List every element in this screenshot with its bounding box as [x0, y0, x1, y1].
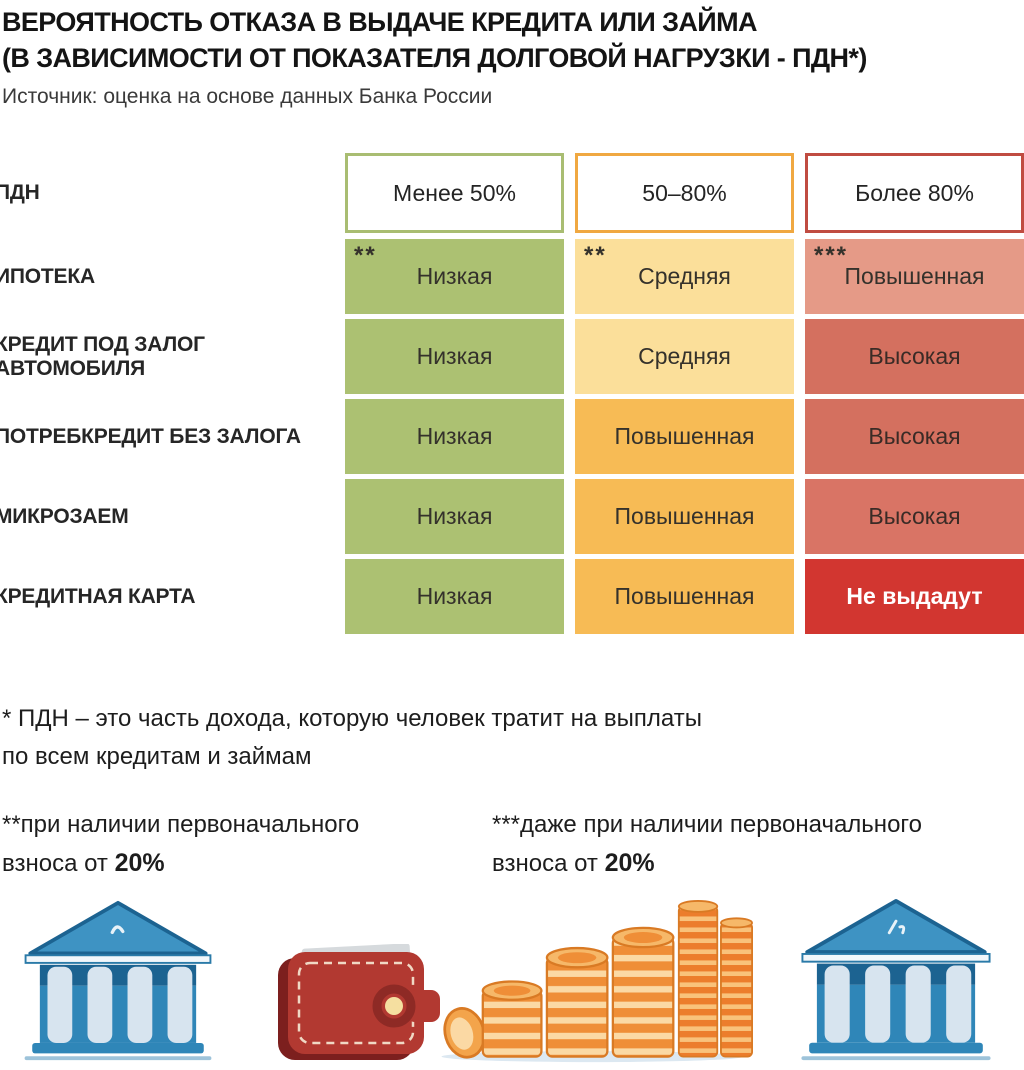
cell-value: Низкая — [416, 263, 493, 289]
footnote-downpayment: **при наличии первоначального взноса от … — [2, 806, 492, 883]
footnotes-row: **при наличии первоначального взноса от … — [2, 806, 1016, 883]
footnote-downpayment-even-prefix: взноса от — [492, 850, 605, 877]
table-cell: Низкая — [345, 479, 564, 554]
footnote-downpayment-even-line2: взноса от 20% — [492, 844, 1016, 883]
header: ВЕРОЯТНОСТЬ ОТКАЗА В ВЫДАЧЕ КРЕДИТА ИЛИ … — [2, 4, 867, 109]
table-cell: *** Повышенная — [805, 239, 1024, 314]
cell-value: Высокая — [868, 503, 961, 529]
footnote-downpayment-line1: **при наличии первоначального — [2, 811, 360, 838]
wallet-icon — [266, 944, 446, 1064]
table-cell: Низкая — [345, 399, 564, 474]
cell-value: Средняя — [638, 343, 731, 369]
table-cell: Повышенная — [575, 479, 794, 554]
table-cell: Средняя — [575, 319, 794, 394]
table-cell: Низкая — [345, 319, 564, 394]
cell-value: Низкая — [416, 583, 493, 609]
coins-icon — [437, 893, 753, 1070]
row-cells: Низкая Повышенная Высокая — [345, 479, 1024, 554]
cell-value: Средняя — [638, 263, 731, 289]
table-cell: Низкая — [345, 559, 564, 634]
pdn-table: ПДН Менее 50% 50–80% Более 80% ИПОТЕКА *… — [0, 153, 1024, 639]
cell-value: Низкая — [416, 423, 493, 449]
row-cells: Низкая Средняя Высокая — [345, 319, 1024, 394]
col-header-high: Более 80% — [805, 153, 1024, 233]
row-label: КРЕДИТНАЯ КАРТА — [0, 584, 196, 608]
table-cell: ** Низкая — [345, 239, 564, 314]
cell-note: ** — [584, 242, 607, 269]
footnote-downpayment-prefix: взноса от — [2, 850, 115, 877]
cell-note: ** — [354, 242, 377, 269]
cell-value: Высокая — [868, 343, 961, 369]
footnote-pdn-definition: * ПДН – это часть дохода, которую челове… — [2, 700, 702, 776]
row-label: МИКРОЗАЕМ — [0, 504, 129, 528]
table-cell: Не выдадут — [805, 559, 1024, 634]
footnote-downpayment-even: ***даже при наличии первоначального взно… — [492, 806, 1016, 883]
row-cells: Низкая Повышенная Высокая — [345, 399, 1024, 474]
table-header-row: ПДН Менее 50% 50–80% Более 80% — [0, 153, 1024, 233]
table-corner-label: ПДН — [0, 181, 40, 204]
table-row: КРЕДИТНАЯ КАРТА Низкая Повышенная Не выд… — [0, 559, 1024, 634]
row-label: КРЕДИТ ПОД ЗАЛОГ АВТОМОБИЛЯ — [0, 332, 205, 380]
cell-value: Низкая — [416, 503, 493, 529]
col-header-low: Менее 50% — [345, 153, 564, 233]
row-label: ИПОТЕКА — [0, 264, 95, 288]
table-row: ПОТРЕБКРЕДИТ БЕЗ ЗАЛОГА Низкая Повышенна… — [0, 399, 1024, 474]
footnote-pdn-line1: * ПДН – это часть дохода, которую челове… — [2, 705, 702, 732]
page-title-line1: ВЕРОЯТНОСТЬ ОТКАЗА В ВЫДАЧЕ КРЕДИТА ИЛИ … — [2, 7, 758, 37]
row-label: ПОТРЕБКРЕДИТ БЕЗ ЗАЛОГА — [0, 424, 301, 448]
footnote-downpayment-line2: взноса от 20% — [2, 844, 492, 883]
table-row: ИПОТЕКА ** Низкая ** Средняя *** Повышен… — [0, 239, 1024, 314]
row-cells: Низкая Повышенная Не выдадут — [345, 559, 1024, 634]
table-cell: ** Средняя — [575, 239, 794, 314]
footnote-downpayment-bold: 20% — [114, 849, 165, 877]
table-cell: Повышенная — [575, 399, 794, 474]
cell-value: Повышенная — [614, 583, 755, 609]
table-cell: Высокая — [805, 399, 1024, 474]
table-cell: Повышенная — [575, 559, 794, 634]
page-title: ВЕРОЯТНОСТЬ ОТКАЗА В ВЫДАЧЕ КРЕДИТА ИЛИ … — [2, 4, 867, 76]
footnote-downpayment-even-line1: ***даже при наличии первоначального — [492, 811, 922, 838]
row-cells: ** Низкая ** Средняя *** Повышенная — [345, 239, 1024, 314]
header-cells: Менее 50% 50–80% Более 80% — [345, 153, 1024, 233]
cell-value: Повышенная — [614, 423, 755, 449]
cell-value: Повышенная — [614, 503, 755, 529]
cell-value: Повышенная — [844, 263, 985, 289]
table-row: МИКРОЗАЕМ Низкая Повышенная Высокая — [0, 479, 1024, 554]
bank-icon — [22, 900, 214, 1062]
cell-note: *** — [814, 242, 849, 269]
cell-value: Низкая — [416, 343, 493, 369]
source-caption: Источник: оценка на основе данных Банка … — [2, 85, 493, 108]
pdn-table-rows: ИПОТЕКА ** Низкая ** Средняя *** Повышен… — [0, 239, 1024, 634]
footnote-downpayment-even-bold: 20% — [604, 849, 655, 877]
footnote-pdn-line2: по всем кредитам и займам — [2, 743, 312, 770]
bank-icon — [798, 898, 994, 1062]
table-cell: Высокая — [805, 319, 1024, 394]
table-cell: Высокая — [805, 479, 1024, 554]
cell-value: Высокая — [868, 423, 961, 449]
table-row: КРЕДИТ ПОД ЗАЛОГ АВТОМОБИЛЯ Низкая Средн… — [0, 319, 1024, 394]
page-title-line2: (В ЗАВИСИМОСТИ ОТ ПОКАЗАТЕЛЯ ДОЛГОВОЙ НА… — [2, 43, 867, 73]
col-header-mid: 50–80% — [575, 153, 794, 233]
cell-value: Не выдадут — [846, 583, 983, 609]
